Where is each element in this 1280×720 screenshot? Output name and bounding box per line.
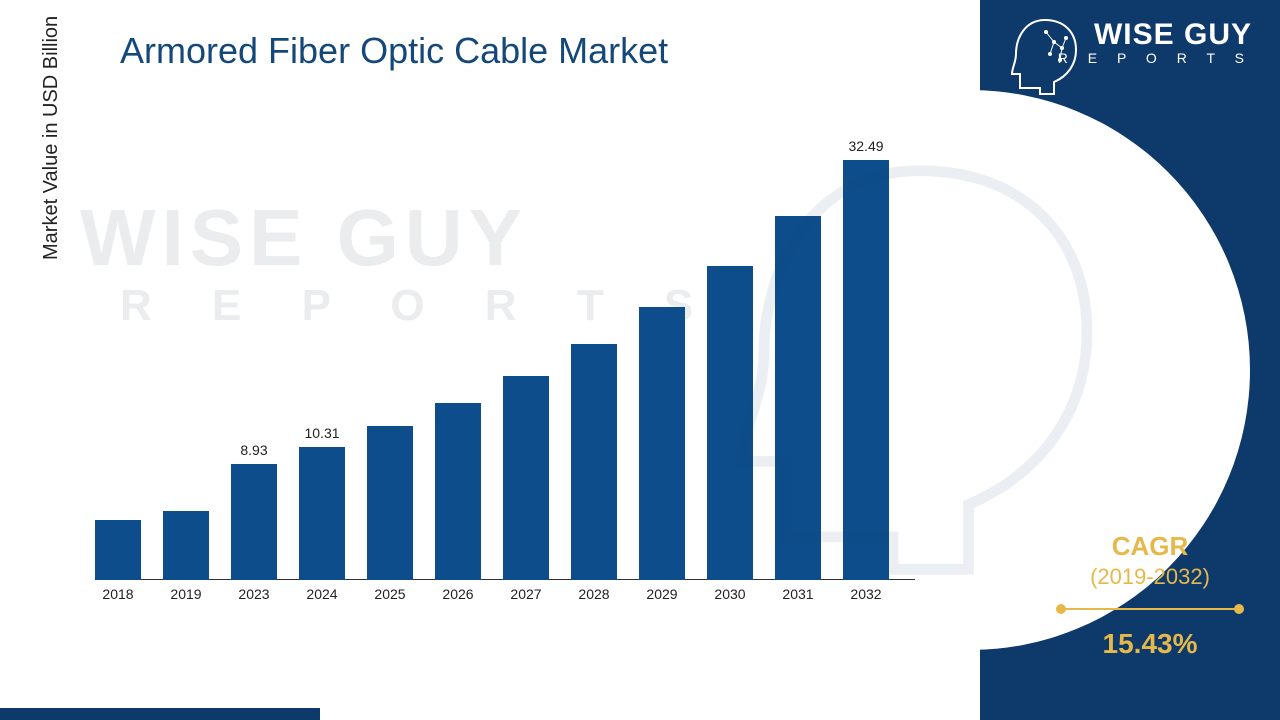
x-tick-label: 2018	[102, 586, 133, 602]
x-tick-label: 2019	[170, 586, 201, 602]
cagr-box: CAGR (2019-2032) 15.43%	[1060, 531, 1240, 660]
bar	[639, 307, 685, 580]
chart-title: Armored Fiber Optic Cable Market	[120, 30, 668, 72]
x-tick-label: 2027	[510, 586, 541, 602]
bar	[435, 403, 481, 580]
x-tick-label: 2031	[782, 586, 813, 602]
x-tick-label: 2024	[306, 586, 337, 602]
bar-value-label: 32.49	[848, 138, 883, 154]
x-tick-label: 2030	[714, 586, 745, 602]
cagr-divider	[1060, 608, 1240, 610]
bar	[503, 376, 549, 580]
dot-icon	[1056, 604, 1066, 614]
brand-line2: R E P O R T S	[1058, 50, 1252, 66]
bar-value-label: 10.31	[304, 425, 339, 441]
x-tick-label: 2025	[374, 586, 405, 602]
x-tick-label: 2023	[238, 586, 269, 602]
bar	[95, 520, 141, 580]
bar-value-label: 8.93	[240, 442, 267, 458]
x-tick-label: 2029	[646, 586, 677, 602]
cagr-range: (2019-2032)	[1060, 564, 1240, 590]
bottom-strip	[0, 708, 320, 720]
y-axis-label: Market Value in USD Billion	[40, 16, 63, 260]
cagr-value: 15.43%	[1060, 628, 1240, 660]
x-tick-label: 2026	[442, 586, 473, 602]
bar	[231, 464, 277, 580]
bar	[299, 447, 345, 580]
cagr-title: CAGR	[1060, 531, 1240, 562]
x-tick-label: 2028	[578, 586, 609, 602]
brand-logo: WISE GUY R E P O R T S	[1058, 18, 1252, 66]
bar	[163, 511, 209, 580]
x-tick-label: 2032	[850, 586, 881, 602]
watermark-head-icon	[710, 160, 1130, 580]
infographic-stage: WISE GUY R E P O R T S WISE GUY R E P O …	[0, 0, 1280, 720]
brand-line1: WISE GUY	[1058, 18, 1252, 52]
bar	[571, 344, 617, 580]
bar	[367, 426, 413, 580]
dot-icon	[1234, 604, 1244, 614]
